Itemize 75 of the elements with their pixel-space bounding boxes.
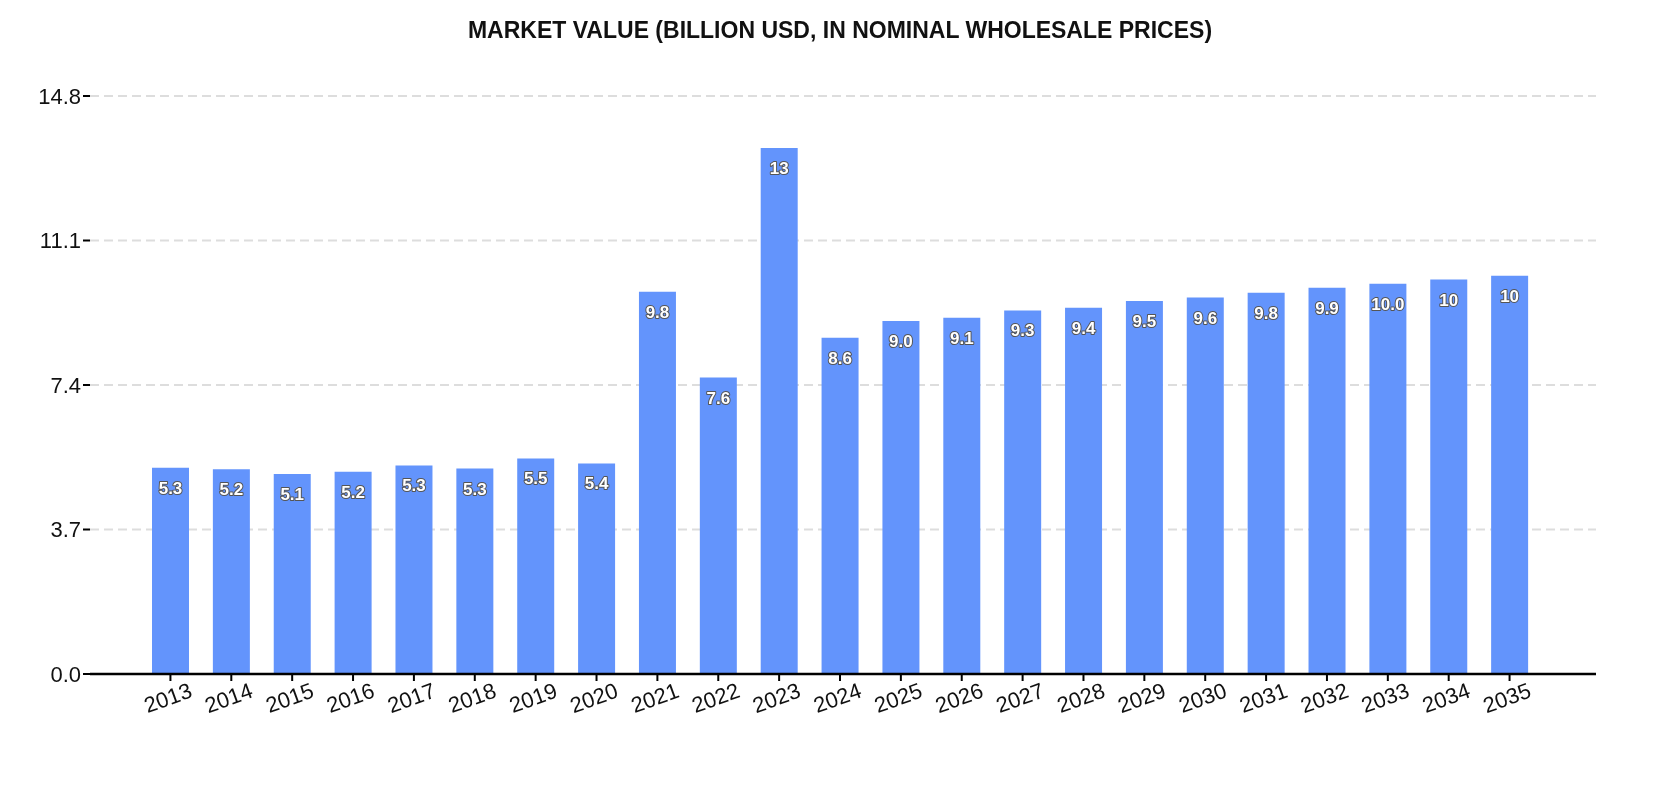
x-tick-label: 2019 xyxy=(505,677,561,719)
x-tick-label: 2020 xyxy=(566,677,622,719)
x-tick-label: 2035 xyxy=(1479,677,1535,719)
data-label: 5.2 xyxy=(341,482,365,502)
bar xyxy=(395,465,433,674)
data-label: 9.0 xyxy=(889,331,913,351)
bar xyxy=(1065,307,1103,674)
bar xyxy=(638,291,676,674)
data-label: 5.1 xyxy=(280,485,305,505)
bar xyxy=(943,317,981,674)
x-tick-label: 2027 xyxy=(992,677,1048,719)
x-tick-label: 2033 xyxy=(1357,677,1413,719)
x-tick-label: 2024 xyxy=(810,677,865,719)
bar xyxy=(1308,287,1346,674)
y-tick-label: 3.7 xyxy=(50,517,81,543)
bar xyxy=(517,458,555,674)
bar xyxy=(1247,292,1285,674)
bar xyxy=(456,468,494,674)
bar xyxy=(1186,297,1224,674)
bar xyxy=(1430,279,1468,674)
data-label: 5.4 xyxy=(584,474,609,494)
y-tick-label: 0.0 xyxy=(50,661,81,687)
data-label: 9.5 xyxy=(1132,312,1157,332)
x-tick-label: 2029 xyxy=(1114,677,1170,719)
data-label: 5.2 xyxy=(219,480,244,500)
y-tick-label: 11.1 xyxy=(39,228,81,254)
data-label: 13 xyxy=(769,158,789,178)
bar xyxy=(1491,275,1529,674)
data-label: 9.6 xyxy=(1193,308,1218,328)
bar xyxy=(760,147,798,674)
x-tick-label: 2031 xyxy=(1236,677,1291,719)
x-tick-label: 2016 xyxy=(323,677,378,719)
data-label: 9.8 xyxy=(645,302,670,322)
x-tick-label: 2013 xyxy=(140,677,196,719)
data-label: 8.6 xyxy=(828,348,852,368)
bar xyxy=(152,467,189,674)
bar xyxy=(1369,283,1407,674)
x-tick-label: 2014 xyxy=(201,677,257,719)
x-tick-label: 2015 xyxy=(262,677,317,719)
bar xyxy=(334,471,372,674)
x-tick-label: 2030 xyxy=(1175,677,1230,719)
data-label: 7.6 xyxy=(706,388,731,408)
chart-title: MARKET VALUE (BILLION USD, IN NOMINAL WHOLESALE PRICES) xyxy=(466,16,1214,45)
bar xyxy=(273,474,311,674)
data-label: 9.1 xyxy=(949,328,974,348)
bar xyxy=(1004,310,1042,674)
bar xyxy=(699,377,737,674)
data-label: 5.3 xyxy=(158,478,183,498)
bar xyxy=(578,463,616,674)
x-tick-label: 2023 xyxy=(749,677,804,719)
x-tick-label: 2034 xyxy=(1418,677,1474,719)
bar xyxy=(212,469,250,674)
data-label: 9.3 xyxy=(1010,321,1035,341)
data-label: 10 xyxy=(1439,290,1459,310)
y-tick-label: 14.8 xyxy=(38,83,81,109)
bar xyxy=(1125,301,1163,674)
x-tick-label: 2025 xyxy=(871,677,926,719)
x-tick-label: 2018 xyxy=(444,677,500,719)
x-tick-label: 2028 xyxy=(1053,677,1109,719)
data-label: 10.0 xyxy=(1371,294,1405,314)
y-tick-label: 7.4 xyxy=(50,372,81,398)
x-tick-label: 2021 xyxy=(627,677,683,719)
x-tick-label: 2017 xyxy=(384,677,439,719)
data-label: 5.3 xyxy=(402,476,426,496)
data-label: 5.5 xyxy=(523,469,548,489)
x-tick-label: 2026 xyxy=(931,677,987,719)
data-label: 9.9 xyxy=(1315,298,1339,318)
data-label: 10 xyxy=(1500,286,1520,306)
x-tick-label: 2022 xyxy=(688,677,743,719)
data-label: 5.3 xyxy=(463,479,487,499)
bar xyxy=(882,320,920,674)
data-label: 9.4 xyxy=(1071,318,1096,338)
data-label: 9.8 xyxy=(1254,303,1278,323)
x-tick-label: 2032 xyxy=(1297,677,1352,719)
bar xyxy=(821,337,859,674)
